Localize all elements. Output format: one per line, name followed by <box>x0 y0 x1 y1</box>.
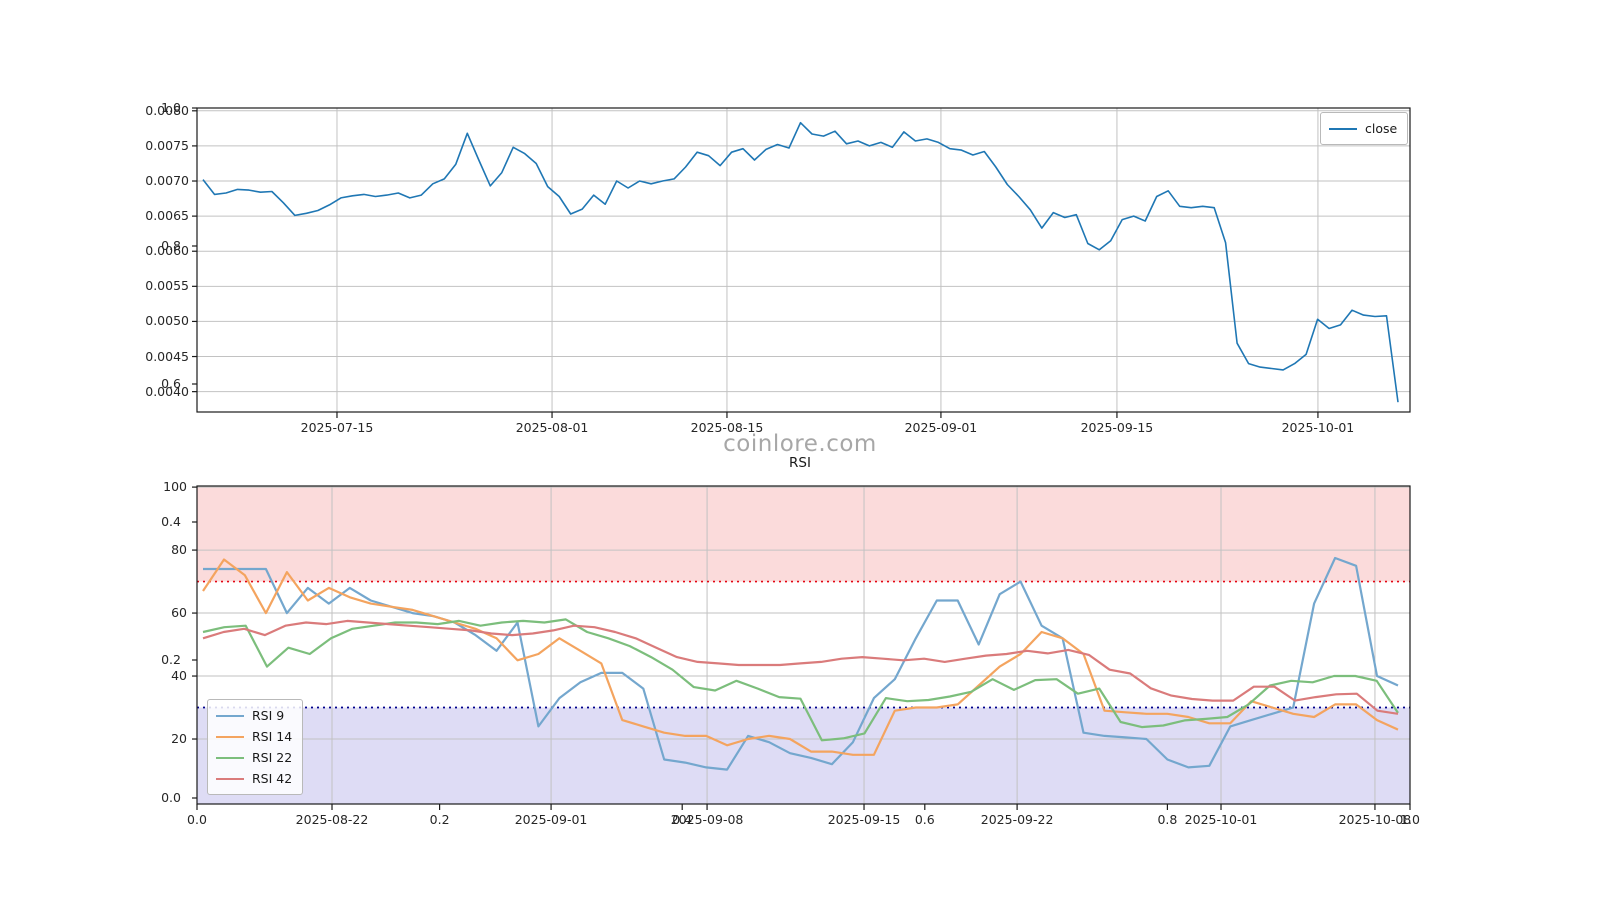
close-line-swatch <box>1329 127 1357 130</box>
series-close <box>202 121 1399 403</box>
legend-label-rsi14: RSI 14 <box>252 729 293 744</box>
hidden-ytick-label: 1.0 <box>161 99 181 115</box>
hidden-xtick-label: 0.2 <box>429 812 450 827</box>
watermark-text: coinlore.com <box>723 431 877 457</box>
price-ytick-label: 0.0065 <box>145 207 189 223</box>
rsi-xtick-label: 2025-08-22 <box>295 812 369 827</box>
price-xtick-label: 2025-08-15 <box>690 420 764 435</box>
legend-label-rsi42: RSI 42 <box>252 771 293 786</box>
price-ytick-label: 0.0040 <box>145 383 189 399</box>
rsi-xtick-label: 2025-10-01 <box>1184 812 1258 827</box>
series-rsi-42 <box>202 619 1399 715</box>
hidden-ytick-label: 0.8 <box>161 237 181 253</box>
legend-item-close: close <box>1329 118 1397 139</box>
hidden-xtick-label: 0.6 <box>914 812 935 827</box>
rsi-panel-title: RSI <box>789 455 811 471</box>
price-ytick-label: 0.0045 <box>145 348 189 364</box>
hidden-xtick-label: 0.8 <box>1157 812 1178 827</box>
rsi-ytick-label: 20 <box>171 730 187 746</box>
price-ytick-label: 0.0055 <box>145 278 189 294</box>
legend-item-rsi14: RSI 14 <box>216 726 292 747</box>
price-xtick-label: 2025-10-01 <box>1281 420 1355 435</box>
rsi-xtick-label: 2025-09-22 <box>980 812 1054 827</box>
rsi-ytick-label: 100 <box>163 478 187 494</box>
rsi-xtick-label: 2025-09-08 <box>670 812 744 827</box>
price-ytick-label: 0.0050 <box>145 313 189 329</box>
hidden-ytick-label: 0.4 <box>161 513 181 529</box>
price-ytick-label: 0.0080 <box>145 102 189 118</box>
price-ytick-label: 0.0070 <box>145 172 189 188</box>
legend-item-rsi42: RSI 42 <box>216 768 292 789</box>
legend-item-rsi9: RSI 9 <box>216 705 292 726</box>
rsi-legend: RSI 9 RSI 14 RSI 22 RSI 42 <box>207 699 304 795</box>
rsi-ytick-label: 80 <box>171 541 187 557</box>
rsi-ytick-label: 60 <box>171 604 187 620</box>
rsi9-line-swatch <box>216 714 244 717</box>
legend-label-rsi9: RSI 9 <box>252 708 285 723</box>
price-ytick-label: 0.0075 <box>145 137 189 153</box>
hidden-xtick-label: 1.0 <box>1400 812 1420 827</box>
rsi-xtick-label: 2025-10-08 <box>1338 812 1412 827</box>
price-legend: close <box>1320 112 1409 145</box>
rsi-xtick-label: 2025-09-15 <box>827 812 901 827</box>
price-xtick-label: 2025-08-01 <box>515 420 589 435</box>
legend-label-close: close <box>1365 121 1398 136</box>
rsi-xtick-label: 2025-09-01 <box>514 812 588 827</box>
rsi-frame <box>196 485 1411 805</box>
series-rsi-9 <box>203 556 1399 771</box>
price-xtick-label: 2025-09-15 <box>1080 420 1154 435</box>
legend-item-rsi22: RSI 22 <box>216 747 292 768</box>
price-xtick-label: 2025-09-01 <box>904 420 978 435</box>
hidden-ytick-label: 0.0 <box>161 789 181 805</box>
hidden-xtick-label: 0.4 <box>672 812 693 827</box>
rsi-ytick-label: 40 <box>171 667 187 683</box>
hidden-xtick-label: 0.0 <box>187 812 207 827</box>
rsi14-line-swatch <box>216 735 244 738</box>
overbought-band <box>197 487 1410 582</box>
rsi42-line-swatch <box>216 777 244 780</box>
price-xtick-label: 2025-07-15 <box>300 420 374 435</box>
hidden-ytick-label: 0.6 <box>161 375 181 391</box>
price-ytick-label: 0.0060 <box>145 242 189 258</box>
price-frame <box>196 107 1411 413</box>
rsi22-line-swatch <box>216 756 244 759</box>
series-rsi-22 <box>202 618 1399 742</box>
hidden-ytick-label: 0.2 <box>161 651 181 667</box>
legend-label-rsi22: RSI 22 <box>252 750 293 765</box>
